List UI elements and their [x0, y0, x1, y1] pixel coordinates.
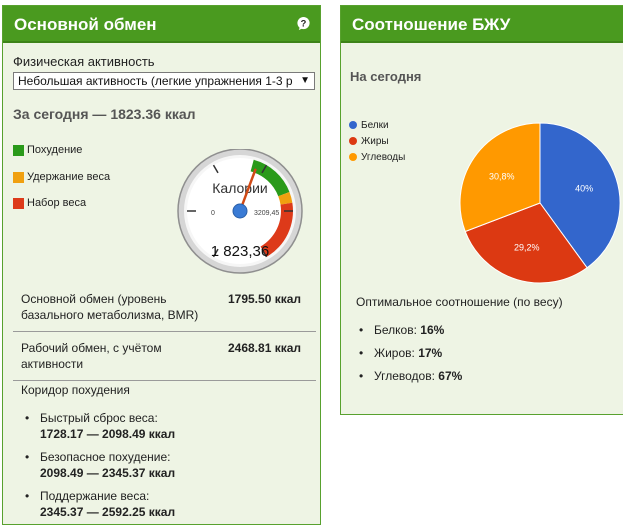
optimal-label: Углеводов:	[374, 369, 435, 383]
optimal-list: Белков: 16% Жиров: 17% Углеводов: 67%	[359, 322, 462, 391]
corridor-label: Поддержание веса:	[40, 489, 150, 503]
svg-text:?: ?	[301, 18, 307, 28]
pie-slice-label: 40%	[575, 184, 593, 194]
list-item: Поддержание веса: 2345.37 — 2592.25 ккал	[25, 488, 175, 520]
activity-label: Физическая активность	[13, 54, 155, 69]
activity-select[interactable]: Небольшая активность (легкие упражнения …	[13, 72, 315, 90]
macros-panel-title: Соотношение БЖУ	[341, 6, 623, 43]
legend-swatch	[13, 171, 24, 183]
optimal-value: 67%	[438, 369, 463, 383]
legend-label: Углеводы	[361, 151, 406, 163]
corridor-label: Безопасное похудение:	[40, 450, 171, 464]
legend-swatch	[13, 197, 24, 209]
gauge-tick	[212, 164, 219, 174]
bmr-panel-title: Основной обмен	[3, 6, 320, 43]
corridor-range: 2098.49 — 2345.37 ккал	[40, 466, 176, 480]
legend-label: Белки	[361, 119, 389, 131]
corridor-range: 1728.17 — 2098.49 ккал	[40, 427, 176, 441]
legend-label: Похудение	[27, 144, 83, 156]
optimal-value: 16%	[420, 323, 445, 337]
list-item: Безопасное похудение: 2098.49 — 2345.37 …	[25, 449, 175, 481]
gauge-band	[278, 192, 293, 205]
pie-slice[interactable]	[539, 122, 621, 269]
macros-panel: Соотношение БЖУ На сегодня Белки Жиры Уг…	[340, 5, 623, 415]
legend-item-maintain: Удержание веса	[13, 171, 110, 183]
list-item: Углеводов: 67%	[359, 368, 462, 391]
legend-dot	[349, 121, 357, 129]
gauge-bands	[250, 159, 293, 257]
legend-item-gain: Набор веса	[13, 197, 86, 209]
pie-legend: Белки Жиры Углеводы	[349, 117, 405, 165]
gauge-band	[260, 202, 293, 257]
gauge-min-label: 0	[211, 210, 215, 217]
chevron-down-icon[interactable]: ▼	[300, 75, 310, 86]
corridor-title: Коридор похудения	[21, 383, 130, 397]
bmr-label: Основной обмен (уровень базального метаб…	[21, 292, 199, 322]
bmr-value: 1795.50 ккал	[227, 292, 302, 306]
gauge-tick	[261, 248, 268, 258]
corridor-range: 2345.37 — 2592.25 ккал	[40, 505, 176, 519]
gauge-tick	[212, 248, 219, 258]
optimal-title: Оптимальное соотношение (по весу)	[356, 295, 563, 309]
pie-slice-label: 30,8%	[489, 172, 515, 182]
gauge-tick	[261, 164, 268, 174]
optimal-label: Белков:	[374, 323, 417, 337]
calories-gauge: Калории 0 3209,45 1 823,36	[177, 149, 303, 274]
legend-item-carbs: Углеводы	[349, 149, 405, 165]
gauge-band	[250, 159, 290, 197]
legend-swatch	[13, 144, 24, 156]
pie-slice[interactable]	[464, 202, 588, 284]
corridor-list: Быстрый сброс веса: 1728.17 — 2098.49 кк…	[25, 410, 175, 527]
legend-label: Набор веса	[27, 197, 87, 209]
legend-item-fat: Жиры	[349, 133, 405, 149]
corridor-label: Быстрый сброс веса:	[40, 411, 158, 425]
work-metabolism-value: 2468.81 ккал	[227, 341, 302, 355]
optimal-label: Жиров:	[374, 346, 415, 360]
list-item: Быстрый сброс веса: 1728.17 — 2098.49 кк…	[25, 410, 175, 442]
gauge-hub	[232, 203, 248, 219]
legend-item-loss: Похудение	[13, 144, 82, 156]
optimal-value: 17%	[418, 346, 443, 360]
gauge-title: Калории	[212, 180, 267, 196]
table-row: Основной обмен (уровень базального метаб…	[13, 283, 316, 332]
activity-select-value: Небольшая активность (легкие упражнения …	[18, 74, 293, 88]
legend-dot	[349, 153, 357, 161]
legend-dot	[349, 137, 357, 145]
gauge-max-label: 3209,45	[254, 210, 279, 217]
legend-item-protein: Белки	[349, 117, 405, 133]
gauge-value: 1 823,36	[211, 243, 269, 260]
bmr-panel: Основной обмен ? Физическая активность Н…	[2, 5, 321, 525]
table-row: Рабочий обмен, с учётом активности 2468.…	[13, 332, 316, 381]
help-icon[interactable]: ?	[296, 16, 311, 31]
gauge-ticks	[187, 164, 293, 258]
legend-label: Удержание веса	[27, 171, 111, 183]
macros-pie-chart: 40% 29,2% 30,8%	[459, 122, 621, 284]
today-calories: За сегодня — 1823.36 ккал	[13, 106, 196, 122]
legend-label: Жиры	[361, 135, 389, 147]
metabolism-table: Основной обмен (уровень базального метаб…	[13, 283, 316, 381]
macros-today-label: На сегодня	[350, 69, 422, 84]
work-metabolism-label: Рабочий обмен, с учётом активности	[21, 341, 162, 371]
pie-slice-label: 29,2%	[514, 242, 540, 252]
pie-slice[interactable]	[459, 122, 541, 233]
list-item: Белков: 16%	[359, 322, 462, 345]
list-item: Жиров: 17%	[359, 345, 462, 368]
